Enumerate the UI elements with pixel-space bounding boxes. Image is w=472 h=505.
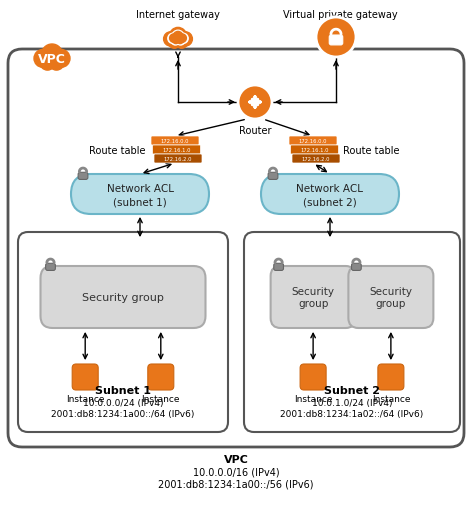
FancyBboxPatch shape xyxy=(41,267,205,328)
Text: 172.16.0.0: 172.16.0.0 xyxy=(161,139,189,144)
Text: Instance: Instance xyxy=(371,395,410,403)
Circle shape xyxy=(49,56,64,71)
Text: 172.16.1.0: 172.16.1.0 xyxy=(300,147,329,153)
Text: VPC: VPC xyxy=(224,454,248,464)
FancyBboxPatch shape xyxy=(290,146,338,155)
Circle shape xyxy=(169,37,180,49)
FancyBboxPatch shape xyxy=(261,175,399,215)
Circle shape xyxy=(171,37,180,46)
Text: 10.0.1.0/24 (IPv4): 10.0.1.0/24 (IPv4) xyxy=(312,399,392,408)
FancyBboxPatch shape xyxy=(244,232,460,432)
Circle shape xyxy=(177,37,185,46)
Text: Network ACL
(subnet 2): Network ACL (subnet 2) xyxy=(296,184,363,207)
Circle shape xyxy=(177,37,184,44)
FancyBboxPatch shape xyxy=(274,264,284,271)
Text: 2001:db8:1234:1a00::/56 (IPv6): 2001:db8:1234:1a00::/56 (IPv6) xyxy=(158,479,314,489)
Text: 172.16.1.0: 172.16.1.0 xyxy=(162,147,191,153)
Text: 2001:db8:1234:1a02::/64 (IPv6): 2001:db8:1234:1a02::/64 (IPv6) xyxy=(280,410,424,419)
Text: 10.0.0.0/16 (IPv4): 10.0.0.0/16 (IPv4) xyxy=(193,467,279,477)
FancyBboxPatch shape xyxy=(270,267,355,328)
Circle shape xyxy=(238,86,272,120)
FancyBboxPatch shape xyxy=(18,232,228,432)
Circle shape xyxy=(34,50,52,68)
Text: Router: Router xyxy=(239,126,271,136)
Text: Security group: Security group xyxy=(82,292,164,302)
Text: Subnet 2: Subnet 2 xyxy=(324,385,380,395)
Text: Route table: Route table xyxy=(343,146,399,156)
FancyBboxPatch shape xyxy=(78,173,88,180)
Circle shape xyxy=(178,34,188,44)
Circle shape xyxy=(176,37,187,49)
FancyBboxPatch shape xyxy=(300,364,326,390)
Circle shape xyxy=(169,35,178,43)
Text: Security
group: Security group xyxy=(370,286,413,309)
FancyBboxPatch shape xyxy=(8,50,464,447)
Text: 172.16.0.0: 172.16.0.0 xyxy=(299,139,327,144)
Text: Instance: Instance xyxy=(142,395,180,403)
Circle shape xyxy=(169,28,186,45)
FancyBboxPatch shape xyxy=(154,155,202,164)
Text: 10.0.0.0/24 (IPv4): 10.0.0.0/24 (IPv4) xyxy=(83,399,163,408)
FancyBboxPatch shape xyxy=(46,264,55,271)
Text: Route table: Route table xyxy=(89,146,145,156)
FancyBboxPatch shape xyxy=(348,267,433,328)
Circle shape xyxy=(168,34,178,44)
FancyBboxPatch shape xyxy=(292,155,340,164)
Text: 2001:db8:1234:1a00::/64 (IPv6): 2001:db8:1234:1a00::/64 (IPv6) xyxy=(51,410,194,419)
FancyBboxPatch shape xyxy=(378,364,404,390)
FancyBboxPatch shape xyxy=(152,146,201,155)
Circle shape xyxy=(164,33,178,47)
Text: Security
group: Security group xyxy=(292,286,335,309)
Text: Instance: Instance xyxy=(66,395,104,403)
Circle shape xyxy=(173,32,183,42)
FancyBboxPatch shape xyxy=(289,137,337,146)
Circle shape xyxy=(178,33,193,47)
FancyBboxPatch shape xyxy=(268,173,278,180)
FancyBboxPatch shape xyxy=(329,36,343,46)
Text: VPC: VPC xyxy=(38,53,66,65)
Circle shape xyxy=(52,50,70,68)
FancyBboxPatch shape xyxy=(71,175,209,215)
Circle shape xyxy=(40,56,55,71)
Text: Instance: Instance xyxy=(294,395,332,403)
Circle shape xyxy=(172,31,184,43)
Text: Network ACL
(subnet 1): Network ACL (subnet 1) xyxy=(107,184,174,207)
Circle shape xyxy=(316,18,356,58)
Text: Internet gateway: Internet gateway xyxy=(136,10,220,20)
FancyBboxPatch shape xyxy=(72,364,98,390)
Text: 172.16.2.0: 172.16.2.0 xyxy=(302,157,330,162)
FancyBboxPatch shape xyxy=(352,264,361,271)
Circle shape xyxy=(42,45,62,66)
Text: 172.16.2.0: 172.16.2.0 xyxy=(164,157,192,162)
FancyBboxPatch shape xyxy=(148,364,174,390)
Circle shape xyxy=(172,37,179,44)
Text: Subnet 1: Subnet 1 xyxy=(95,385,151,395)
Text: Virtual private gateway: Virtual private gateway xyxy=(283,10,397,20)
Circle shape xyxy=(178,35,186,43)
FancyBboxPatch shape xyxy=(151,137,199,146)
